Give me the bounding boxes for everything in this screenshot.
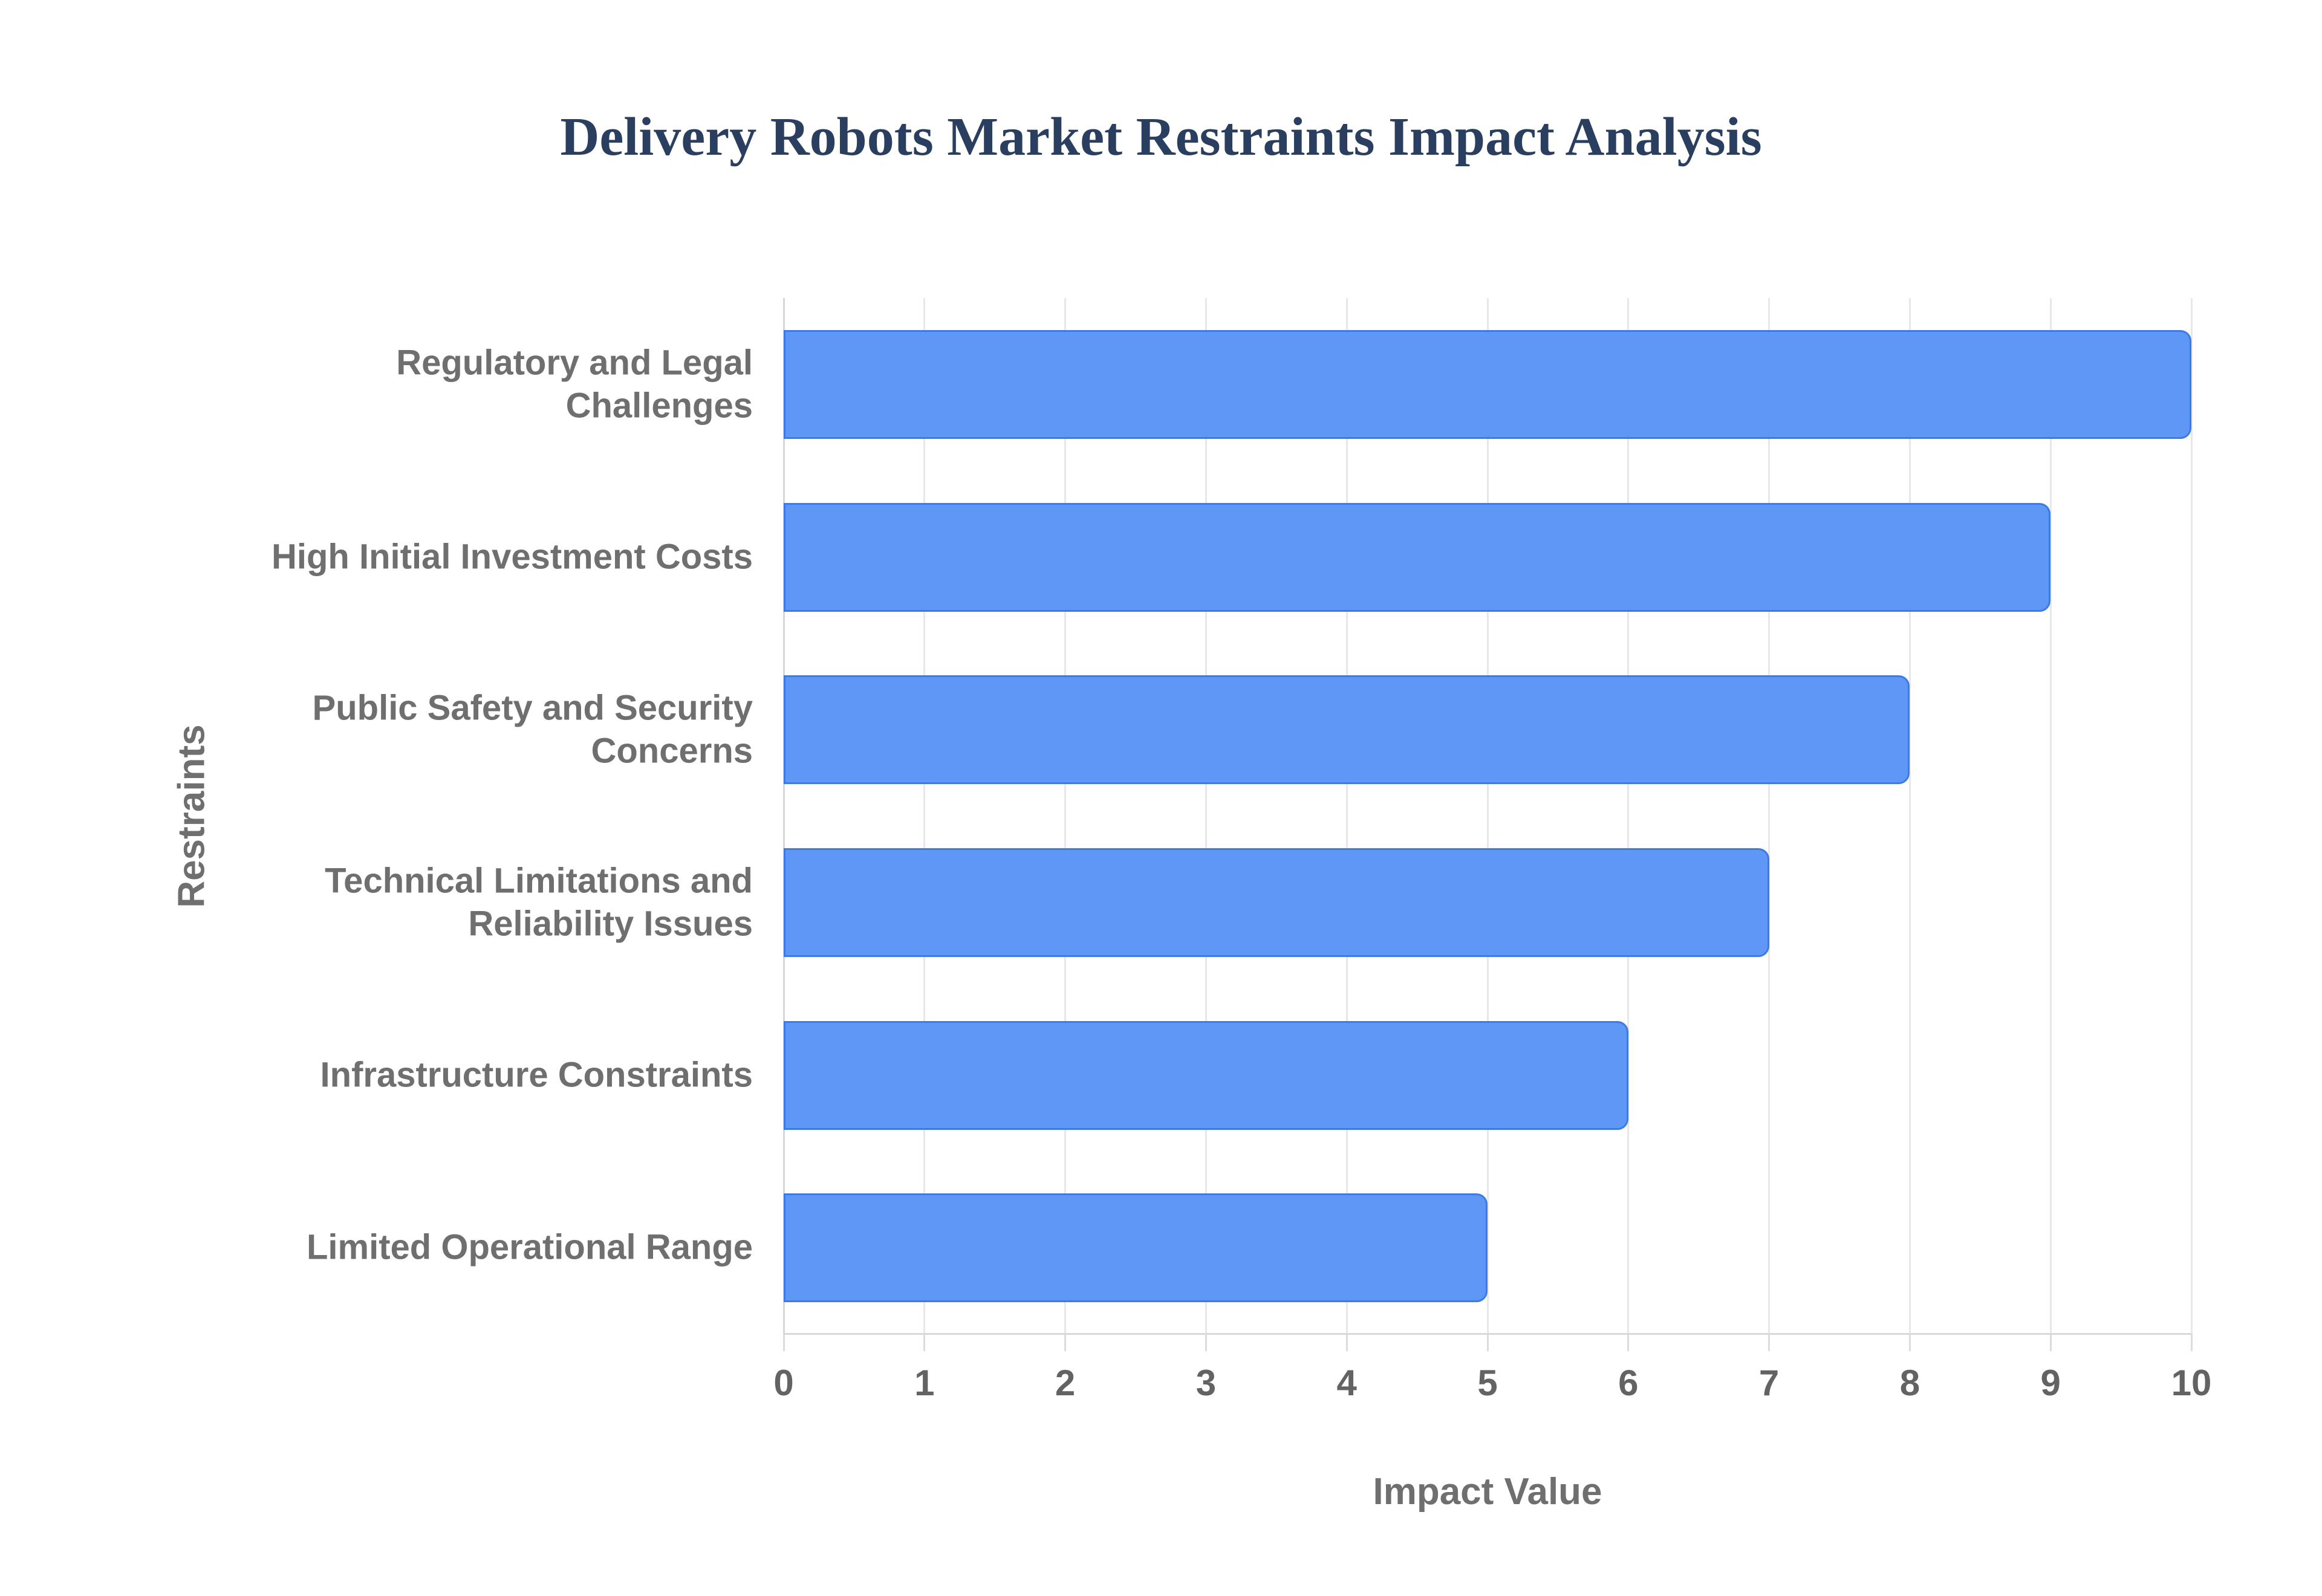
bar-infrastructure-constraints[interactable] [784,1020,1628,1130]
gridline-x-6 [1627,298,1630,1334]
x-tick-label-8: 8 [1899,1363,1920,1403]
tickmark-x-7 [1768,1334,1771,1351]
tickmark-x-0 [782,1334,785,1351]
gridline-x-5 [1486,298,1489,1334]
plot-area [782,298,2193,1351]
gridline-x-3 [1205,298,1207,1334]
x-tick-label-10: 10 [2171,1363,2212,1403]
tickmark-x-5 [1486,1334,1489,1351]
x-tick-label-9: 9 [2040,1363,2061,1403]
category-label-high-initial-investment-costs: High Initial Investment Costs [272,537,753,577]
x-tick-label-2: 2 [1055,1363,1076,1403]
gridline-x-2 [1064,298,1067,1334]
x-tick-label-3: 3 [1195,1363,1217,1403]
category-label-infrastructure-constraints: Infrastructure Constraints [320,1055,753,1095]
tickmark-x-2 [1064,1334,1067,1351]
bar-limited-operational-range[interactable] [784,1193,1488,1303]
category-label-regulatory-and-legal-challenges: Regulatory and Legal Challenges [396,343,753,425]
x-tick-label-7: 7 [1758,1363,1780,1403]
bar-regulatory-and-legal-challenges[interactable] [784,329,2191,439]
gridline-x-4 [1345,298,1348,1334]
gridline-x-8 [1908,298,1911,1334]
tickmark-x-3 [1205,1334,1207,1351]
category-label-public-safety-and-security-concerns: Public Safety and Security Concerns [312,688,753,771]
category-label-limited-operational-range: Limited Operational Range [307,1227,753,1267]
bar-high-initial-investment-costs[interactable] [784,502,2051,612]
x-tick-label-4: 4 [1336,1363,1357,1403]
bar-technical-limitations-and-reliability-issues[interactable] [784,848,1769,957]
category-label-technical-limitations-and-reliability-issues: Technical Limitations and Reliability Is… [325,861,753,943]
tickmark-x-9 [2049,1334,2052,1351]
x-axis-baseline [784,1333,2191,1335]
x-tick-label-6: 6 [1618,1363,1639,1403]
x-tick-label-0: 0 [773,1363,794,1403]
bar-public-safety-and-security-concerns[interactable] [784,675,1910,785]
gridline-x-9 [2049,298,2052,1334]
chart-title: Delivery Robots Market Restraints Impact… [560,107,1762,167]
tickmark-x-1 [923,1334,926,1351]
tickmark-x-10 [2190,1334,2193,1351]
gridline-x-10 [2190,298,2193,1334]
x-axis-title: Impact Value [1373,1471,1602,1513]
tickmark-x-8 [1908,1334,1911,1351]
gridline-x-1 [923,298,926,1334]
x-tick-label-1: 1 [914,1363,935,1403]
tickmark-x-4 [1345,1334,1348,1351]
tickmark-x-6 [1627,1334,1630,1351]
gridline-x-7 [1768,298,1771,1334]
x-tick-label-5: 5 [1477,1363,1498,1403]
gridline-x-0 [782,298,785,1334]
